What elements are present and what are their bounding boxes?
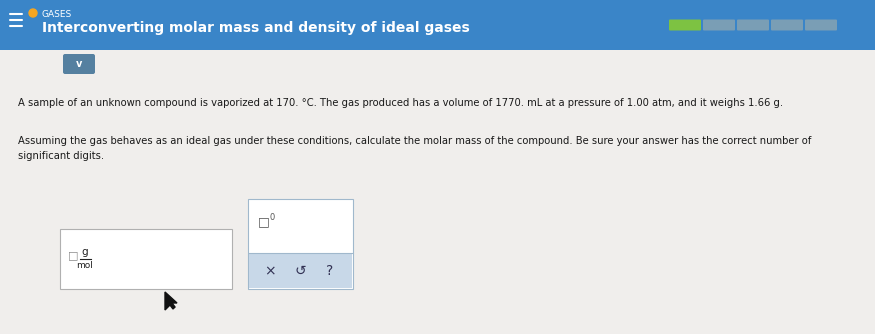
FancyBboxPatch shape	[771, 19, 803, 30]
FancyBboxPatch shape	[669, 19, 701, 30]
Text: ×: ×	[264, 264, 276, 278]
Polygon shape	[165, 292, 177, 310]
Text: mol: mol	[77, 261, 94, 270]
Text: □: □	[68, 250, 79, 260]
Text: Assuming the gas behaves as an ideal gas under these conditions, calculate the m: Assuming the gas behaves as an ideal gas…	[18, 136, 811, 161]
Text: 0: 0	[270, 212, 276, 221]
Circle shape	[29, 9, 37, 17]
Bar	[60, 229, 232, 289]
Text: Interconverting molar mass and density of ideal gases: Interconverting molar mass and density o…	[42, 21, 470, 35]
Bar	[249, 254, 352, 288]
Bar	[0, 50, 875, 334]
Text: □: □	[258, 215, 270, 228]
Text: A sample of an unknown compound is vaporized at 170. °C. The gas produced has a : A sample of an unknown compound is vapor…	[18, 98, 783, 108]
FancyBboxPatch shape	[63, 54, 95, 74]
Bar	[0, 0, 875, 50]
FancyBboxPatch shape	[737, 19, 769, 30]
FancyBboxPatch shape	[703, 19, 735, 30]
Text: ?: ?	[326, 264, 333, 278]
FancyBboxPatch shape	[805, 19, 837, 30]
Text: g: g	[81, 247, 88, 257]
Text: v: v	[76, 59, 82, 69]
Text: GASES: GASES	[42, 10, 73, 19]
Text: ↺: ↺	[294, 264, 306, 278]
Bar	[248, 199, 353, 289]
